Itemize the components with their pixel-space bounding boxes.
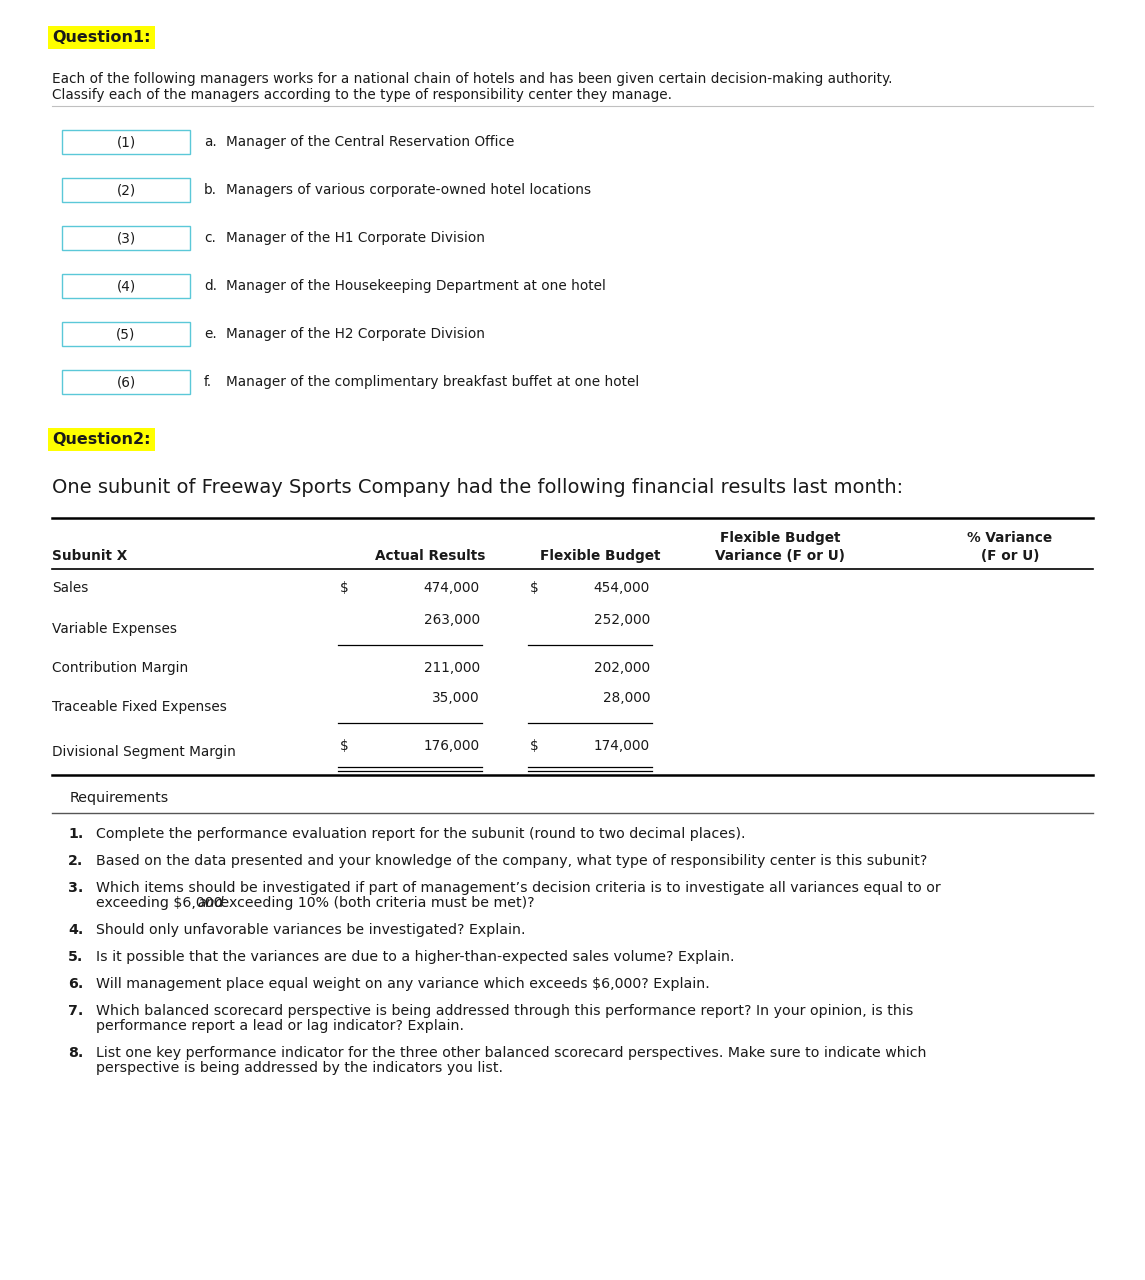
- Text: Manager of the H1 Corporate Division: Manager of the H1 Corporate Division: [226, 230, 485, 244]
- Text: 3.: 3.: [68, 881, 84, 895]
- Text: 263,000: 263,000: [424, 613, 480, 627]
- Text: (4): (4): [117, 279, 135, 293]
- Text: Variable Expenses: Variable Expenses: [52, 622, 177, 636]
- Text: Variance (F or U): Variance (F or U): [716, 549, 845, 563]
- Text: 474,000: 474,000: [424, 581, 480, 595]
- Text: 7.: 7.: [68, 1004, 84, 1018]
- Text: $: $: [530, 581, 538, 595]
- Text: Requirements: Requirements: [70, 791, 169, 805]
- Text: Complete the performance evaluation report for the subunit (round to two decimal: Complete the performance evaluation repo…: [96, 827, 745, 841]
- Text: (5): (5): [117, 326, 136, 340]
- FancyBboxPatch shape: [62, 227, 190, 250]
- Text: $: $: [530, 740, 538, 754]
- Text: Flexible Budget: Flexible Budget: [539, 549, 661, 563]
- Text: 6.: 6.: [68, 977, 84, 991]
- Text: Is it possible that the variances are due to a higher-than-expected sales volume: Is it possible that the variances are du…: [96, 950, 734, 964]
- Text: Manager of the H2 Corporate Division: Manager of the H2 Corporate Division: [226, 326, 485, 340]
- Text: Should only unfavorable variances be investigated? Explain.: Should only unfavorable variances be inv…: [96, 923, 526, 937]
- FancyBboxPatch shape: [62, 131, 190, 154]
- Text: Which balanced scorecard perspective is being addressed through this performance: Which balanced scorecard perspective is …: [96, 1004, 914, 1018]
- Text: $: $: [340, 581, 348, 595]
- FancyBboxPatch shape: [62, 274, 190, 298]
- Text: 202,000: 202,000: [594, 660, 650, 675]
- Text: Each of the following managers works for a national chain of hotels and has been: Each of the following managers works for…: [52, 72, 892, 86]
- Text: Flexible Budget: Flexible Budget: [720, 531, 840, 545]
- Text: (6): (6): [117, 375, 135, 389]
- Text: 28,000: 28,000: [602, 691, 650, 705]
- Text: Contribution Margin: Contribution Margin: [52, 660, 188, 675]
- Text: a.: a.: [204, 134, 216, 148]
- Text: d.: d.: [204, 279, 218, 293]
- Text: (3): (3): [117, 230, 135, 244]
- Text: perspective is being addressed by the indicators you list.: perspective is being addressed by the in…: [96, 1061, 503, 1075]
- Text: $: $: [340, 740, 348, 754]
- Text: List one key performance indicator for the three other balanced scorecard perspe: List one key performance indicator for t…: [96, 1046, 926, 1060]
- Text: (1): (1): [117, 134, 135, 148]
- Text: 5.: 5.: [68, 950, 84, 964]
- Text: One subunit of Freeway Sports Company had the following financial results last m: One subunit of Freeway Sports Company ha…: [52, 477, 903, 497]
- Text: Divisional Segment Margin: Divisional Segment Margin: [52, 745, 236, 759]
- Text: 1.: 1.: [68, 827, 84, 841]
- FancyBboxPatch shape: [62, 323, 190, 346]
- Text: % Variance: % Variance: [968, 531, 1052, 545]
- Text: exceeding $6,000: exceeding $6,000: [96, 896, 227, 910]
- Text: Actual Results: Actual Results: [374, 549, 485, 563]
- Text: Manager of the complimentary breakfast buffet at one hotel: Manager of the complimentary breakfast b…: [226, 375, 639, 389]
- Text: Based on the data presented and your knowledge of the company, what type of resp: Based on the data presented and your kno…: [96, 854, 927, 868]
- Text: Sales: Sales: [52, 581, 88, 595]
- Text: performance report a lead or lag indicator? Explain.: performance report a lead or lag indicat…: [96, 1019, 464, 1033]
- FancyBboxPatch shape: [62, 370, 190, 394]
- Text: Managers of various corporate-owned hotel locations: Managers of various corporate-owned hote…: [226, 183, 591, 197]
- Text: (F or U): (F or U): [981, 549, 1040, 563]
- Text: 211,000: 211,000: [424, 660, 480, 675]
- Text: Subunit X: Subunit X: [52, 549, 127, 563]
- Text: Manager of the Housekeeping Department at one hotel: Manager of the Housekeeping Department a…: [226, 279, 606, 293]
- Text: 252,000: 252,000: [594, 613, 650, 627]
- Text: Classify each of the managers according to the type of responsibility center the: Classify each of the managers according …: [52, 88, 672, 102]
- Text: Will management place equal weight on any variance which exceeds $6,000? Explain: Will management place equal weight on an…: [96, 977, 710, 991]
- Text: and: and: [197, 896, 223, 910]
- Text: 454,000: 454,000: [594, 581, 650, 595]
- Text: (2): (2): [117, 183, 135, 197]
- FancyBboxPatch shape: [62, 178, 190, 202]
- Text: Question2:: Question2:: [52, 431, 150, 447]
- Text: 8.: 8.: [68, 1046, 84, 1060]
- Text: b.: b.: [204, 183, 218, 197]
- Text: Which items should be investigated if part of management’s decision criteria is : Which items should be investigated if pa…: [96, 881, 941, 895]
- Text: e.: e.: [204, 326, 216, 340]
- Text: exceeding 10% (both criteria must be met)?: exceeding 10% (both criteria must be met…: [216, 896, 535, 910]
- Text: c.: c.: [204, 230, 216, 244]
- Text: 2.: 2.: [68, 854, 84, 868]
- Text: 174,000: 174,000: [594, 740, 650, 754]
- Text: f.: f.: [204, 375, 212, 389]
- Text: Question1:: Question1:: [52, 29, 150, 45]
- Text: 35,000: 35,000: [433, 691, 480, 705]
- Text: Traceable Fixed Expenses: Traceable Fixed Expenses: [52, 700, 227, 714]
- Text: 176,000: 176,000: [424, 740, 480, 754]
- Text: 4.: 4.: [68, 923, 84, 937]
- Text: Manager of the Central Reservation Office: Manager of the Central Reservation Offic…: [226, 134, 514, 148]
